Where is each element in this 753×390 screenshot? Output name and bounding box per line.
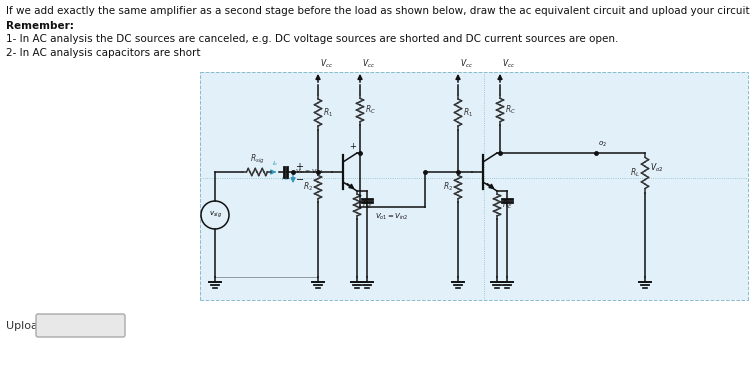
Text: $+$: $+$ (349, 141, 357, 151)
Text: Choose a File: Choose a File (45, 321, 114, 331)
Text: $R_1$: $R_1$ (323, 106, 333, 119)
Text: +: + (295, 162, 303, 172)
Text: $V_{cc}$: $V_{cc}$ (320, 57, 333, 70)
Text: $R_L$: $R_L$ (630, 167, 640, 179)
Text: $v_{sig}$: $v_{sig}$ (209, 210, 221, 220)
Text: $R_C$: $R_C$ (505, 104, 516, 116)
Text: $R_C$: $R_C$ (365, 104, 376, 116)
Text: Remember:: Remember: (6, 21, 74, 31)
Text: $R_{in}$: $R_{in}$ (281, 175, 291, 183)
Text: $R_{sig}$: $R_{sig}$ (249, 153, 264, 166)
Text: $R_E$: $R_E$ (362, 199, 373, 211)
Text: $I_b$: $I_b$ (272, 159, 278, 168)
Text: 2- In AC analysis capacitors are short: 2- In AC analysis capacitors are short (6, 48, 200, 58)
Text: $V_{cc}$: $V_{cc}$ (362, 57, 375, 70)
Text: $V_{o2}$: $V_{o2}$ (650, 162, 663, 174)
Text: $R_E$: $R_E$ (502, 199, 513, 211)
Text: $V_{cc}$: $V_{cc}$ (502, 57, 515, 70)
Text: $V_{o1}{=}V_{in2}$: $V_{o1}{=}V_{in2}$ (375, 212, 409, 222)
Text: If we add exactly the same amplifier as a second stage before the load as shown : If we add exactly the same amplifier as … (6, 6, 753, 16)
Text: 1- In AC analysis the DC sources are canceled, e.g. DC voltage sources are short: 1- In AC analysis the DC sources are can… (6, 34, 618, 44)
FancyBboxPatch shape (36, 314, 125, 337)
Text: $V_{in}{=}V_{in1}$: $V_{in}{=}V_{in1}$ (295, 168, 324, 176)
Text: $R_1$: $R_1$ (463, 106, 473, 119)
Bar (200, 72, 748, 300)
Text: Upload: Upload (6, 321, 45, 331)
Text: $R_2$: $R_2$ (303, 181, 313, 193)
Text: $-$: $-$ (295, 173, 304, 183)
Text: $V_{cc}$: $V_{cc}$ (460, 57, 473, 70)
Text: $o_2$: $o_2$ (598, 140, 607, 149)
Text: $R_2$: $R_2$ (443, 181, 453, 193)
